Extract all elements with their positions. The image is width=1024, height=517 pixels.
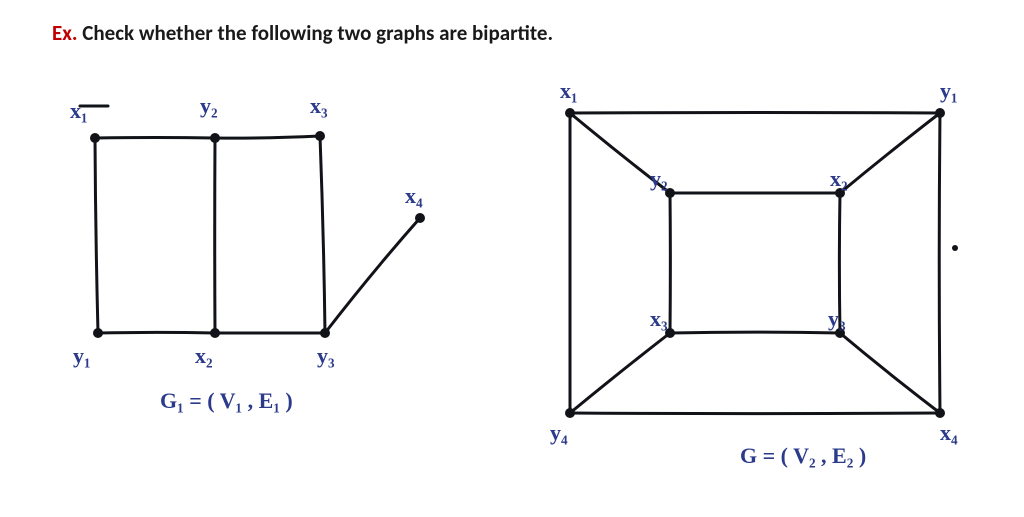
vertex bbox=[210, 328, 220, 338]
edge bbox=[670, 332, 840, 333]
vertex bbox=[565, 408, 575, 418]
vertex-label: y₂ bbox=[650, 166, 668, 191]
vertex-label: x₄ bbox=[940, 420, 958, 445]
vertex-label: y₃ bbox=[317, 343, 335, 368]
vertex-label: x₄ bbox=[405, 183, 423, 208]
edge bbox=[570, 413, 940, 414]
vertex-label: y₁ bbox=[73, 343, 91, 368]
vertex-label: x₃ bbox=[650, 306, 668, 331]
graph-g2-panel: x₁y₁y₄x₄y₂x₂x₃y₃ G = ( V₂ , E₂ ) bbox=[510, 58, 1010, 448]
stray-mark bbox=[952, 245, 958, 251]
vertex-label: y₁ bbox=[940, 78, 958, 103]
edge bbox=[840, 113, 940, 193]
exercise-title: Ex. Check whether the following two grap… bbox=[52, 20, 984, 46]
edge bbox=[98, 332, 215, 333]
vertex-label: y₃ bbox=[828, 306, 846, 331]
graph-g2: x₁ y₁ y₄ x₄ y₂ x₂ x₃ y₃ bbox=[510, 58, 1010, 448]
vertex-label: x₂ bbox=[830, 166, 848, 191]
vertex bbox=[210, 133, 220, 143]
edge bbox=[570, 333, 670, 413]
edge bbox=[95, 138, 98, 333]
vertex-label: x₁ bbox=[560, 78, 578, 103]
vertex-label: x₂ bbox=[195, 343, 213, 368]
edge bbox=[95, 137, 215, 138]
vertex-label: x₁ bbox=[70, 98, 88, 123]
edge bbox=[320, 136, 325, 333]
title-prefix: Ex. bbox=[52, 20, 78, 46]
vertex bbox=[93, 328, 103, 338]
vertex bbox=[935, 108, 945, 118]
graph-g1-panel: x₁y₂x₃x₄y₁x₂y₃ G₁ = ( V₁ , E₁ ) bbox=[40, 58, 460, 388]
vertex-label: x₃ bbox=[310, 93, 328, 118]
diagram-row: x₁ y₂ x₃ x₄ y₁ x₂ y₃ G₁ = ( V₁ , E₁ ) x₁ y₁ y₄ x₄… bbox=[40, 58, 984, 448]
vertex bbox=[320, 328, 330, 338]
edge bbox=[570, 112, 940, 113]
caption-g1: G₁ = ( V₁ , E₁ ) bbox=[160, 388, 293, 414]
vertex bbox=[415, 213, 425, 223]
edge bbox=[215, 136, 320, 138]
title-text: Check whether the following two graphs a… bbox=[78, 20, 554, 46]
edge bbox=[840, 333, 940, 413]
vertex bbox=[315, 131, 325, 141]
vertex bbox=[935, 408, 945, 418]
vertex bbox=[565, 108, 575, 118]
vertex bbox=[90, 133, 100, 143]
edge bbox=[939, 113, 940, 413]
edge bbox=[325, 218, 420, 333]
graph-g1: x₁ y₂ x₃ x₄ y₁ x₂ y₃ bbox=[40, 58, 460, 388]
vertex-label: y₂ bbox=[200, 93, 218, 118]
caption-g2: G = ( V₂ , E₂ ) bbox=[740, 443, 866, 469]
vertex-label: y₄ bbox=[550, 420, 568, 445]
